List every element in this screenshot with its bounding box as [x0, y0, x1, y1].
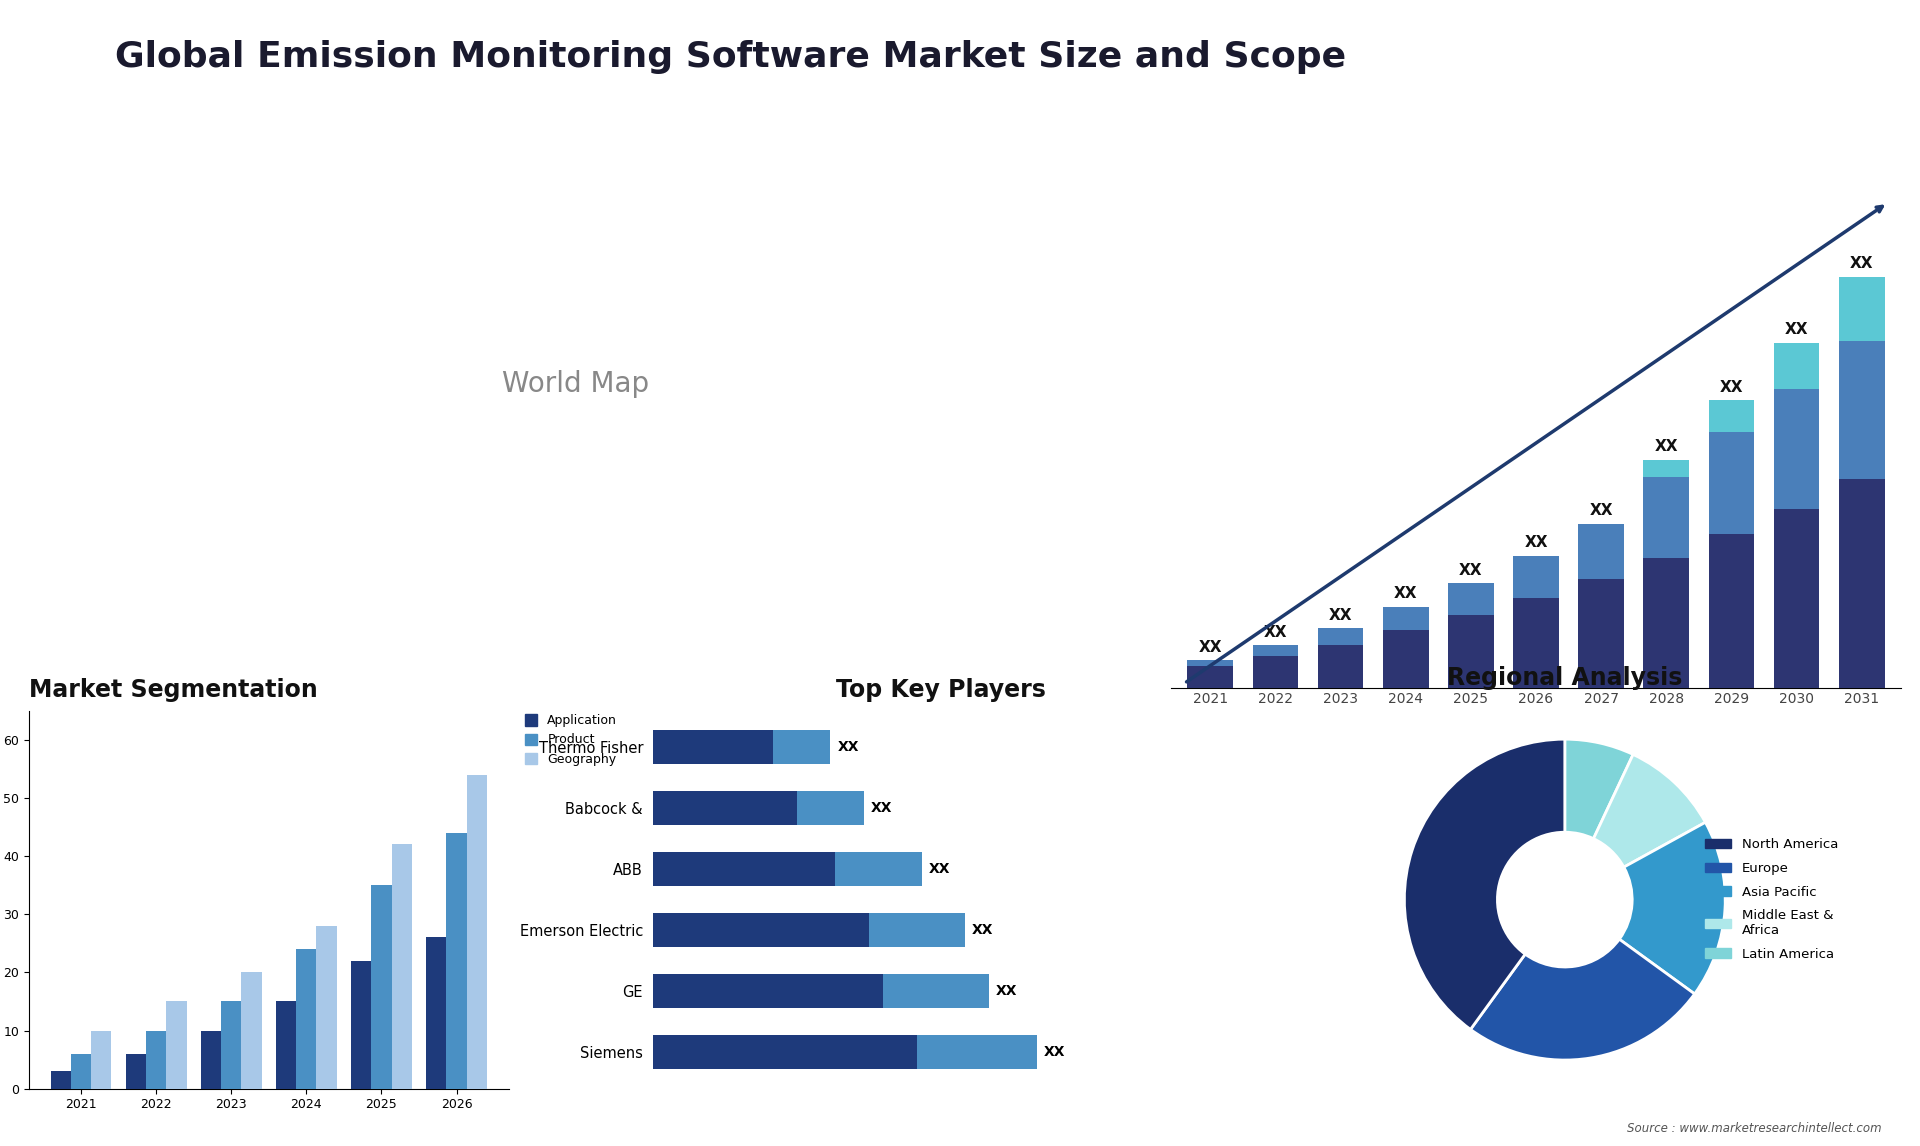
Bar	[351, 960, 371, 1089]
Bar	[1709, 534, 1755, 688]
Bar	[467, 775, 488, 1089]
Bar	[1448, 583, 1494, 615]
Bar	[1644, 460, 1690, 477]
Bar	[392, 845, 413, 1089]
Bar	[125, 1054, 146, 1089]
Bar	[1252, 656, 1298, 688]
Wedge shape	[1594, 754, 1705, 868]
Bar	[1839, 340, 1885, 479]
Text: XX: XX	[1198, 639, 1221, 654]
Bar	[167, 1002, 186, 1089]
Bar	[242, 972, 261, 1089]
Text: XX: XX	[996, 984, 1018, 998]
Bar	[276, 1002, 296, 1089]
Bar	[1187, 666, 1233, 688]
Bar	[317, 926, 336, 1089]
Text: XX: XX	[1786, 322, 1809, 337]
Bar	[221, 1002, 242, 1089]
Text: XX: XX	[872, 801, 893, 815]
Bar	[653, 1035, 918, 1069]
Bar	[653, 730, 772, 764]
Text: XX: XX	[1394, 587, 1417, 602]
Text: XX: XX	[1329, 607, 1352, 622]
Bar	[447, 833, 467, 1089]
Bar	[1774, 343, 1820, 390]
Text: XX: XX	[972, 924, 993, 937]
Bar	[426, 937, 447, 1089]
Bar	[1774, 390, 1820, 509]
Bar	[797, 792, 864, 825]
Bar	[1578, 524, 1624, 579]
Bar	[883, 974, 989, 1007]
Bar	[50, 1072, 71, 1089]
Bar	[1839, 276, 1885, 340]
Bar	[90, 1030, 111, 1089]
Title: Top Key Players: Top Key Players	[835, 677, 1046, 701]
Bar	[653, 853, 835, 886]
Bar	[1578, 579, 1624, 688]
Bar	[296, 949, 317, 1089]
Bar	[653, 792, 797, 825]
Bar	[1187, 660, 1233, 666]
Bar	[653, 974, 883, 1007]
Bar	[1513, 556, 1559, 598]
Bar	[1839, 479, 1885, 688]
Bar	[653, 913, 868, 947]
Text: XX: XX	[1590, 503, 1613, 518]
Bar	[772, 730, 831, 764]
Text: XX: XX	[1720, 379, 1743, 395]
Bar	[1774, 509, 1820, 688]
Text: XX: XX	[837, 740, 858, 754]
Bar	[1709, 432, 1755, 534]
Wedge shape	[1471, 940, 1695, 1060]
Bar	[1709, 400, 1755, 432]
Bar	[868, 913, 964, 947]
Text: Source : www.marketresearchintellect.com: Source : www.marketresearchintellect.com	[1626, 1122, 1882, 1135]
Bar	[1448, 615, 1494, 688]
Bar	[835, 853, 922, 886]
Circle shape	[1498, 832, 1632, 967]
Text: Global Emission Monitoring Software Market Size and Scope: Global Emission Monitoring Software Mark…	[115, 40, 1346, 74]
Bar	[1644, 477, 1690, 558]
Bar	[918, 1035, 1037, 1069]
Wedge shape	[1619, 823, 1726, 994]
Bar	[202, 1030, 221, 1089]
Bar	[1252, 645, 1298, 656]
Bar	[1317, 645, 1363, 688]
Text: XX: XX	[1263, 625, 1286, 639]
Text: XX: XX	[1044, 1045, 1066, 1059]
Text: XX: XX	[929, 862, 950, 876]
Bar	[71, 1054, 90, 1089]
Bar	[371, 885, 392, 1089]
Legend: North America, Europe, Asia Pacific, Middle East &
Africa, Latin America: North America, Europe, Asia Pacific, Mid…	[1699, 833, 1843, 966]
Bar	[146, 1030, 167, 1089]
Wedge shape	[1404, 739, 1565, 1029]
Text: World Map: World Map	[503, 370, 649, 398]
Text: XX: XX	[1655, 439, 1678, 455]
Bar	[1513, 598, 1559, 688]
Bar	[1382, 606, 1428, 630]
Text: XX: XX	[1459, 563, 1482, 578]
Legend: Application, Product, Geography: Application, Product, Geography	[520, 709, 622, 771]
Bar	[1644, 558, 1690, 688]
Bar	[1317, 628, 1363, 645]
Bar	[1382, 630, 1428, 688]
Text: XX: XX	[1851, 257, 1874, 272]
Title: Regional Analysis: Regional Analysis	[1448, 666, 1682, 690]
Wedge shape	[1565, 739, 1634, 839]
Text: Market Segmentation: Market Segmentation	[29, 677, 317, 701]
Text: XX: XX	[1524, 535, 1548, 550]
